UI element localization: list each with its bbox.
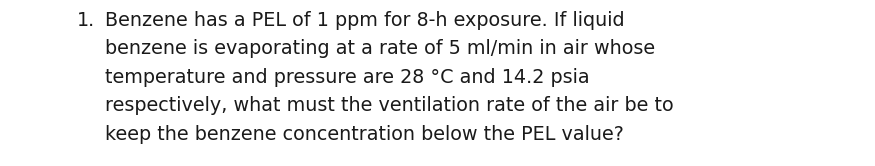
Text: temperature and pressure are 28 °C and 14.2 psia: temperature and pressure are 28 °C and 1… xyxy=(105,68,590,87)
Text: benzene is evaporating at a rate of 5 ml/min in air whose: benzene is evaporating at a rate of 5 ml… xyxy=(105,40,655,58)
Text: 1.: 1. xyxy=(77,11,95,30)
Text: Benzene has a PEL of 1 ppm for 8-h exposure. If liquid: Benzene has a PEL of 1 ppm for 8-h expos… xyxy=(105,11,625,30)
Text: respectively, what must the ventilation rate of the air be to: respectively, what must the ventilation … xyxy=(105,96,674,116)
Text: keep the benzene concentration below the PEL value?: keep the benzene concentration below the… xyxy=(105,125,624,144)
